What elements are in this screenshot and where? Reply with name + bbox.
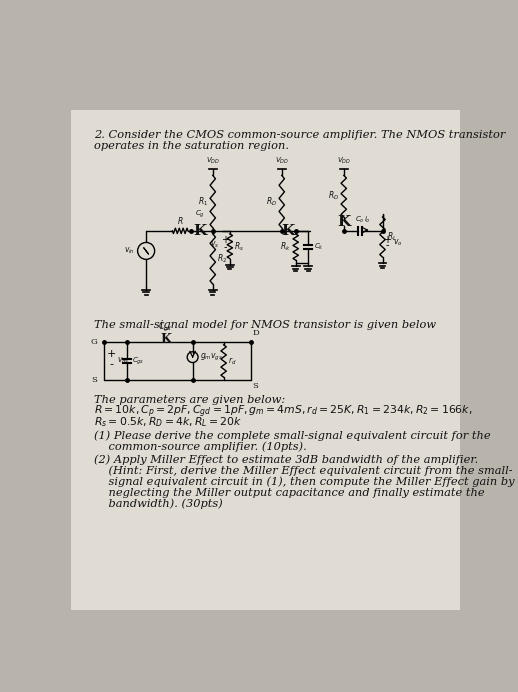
Text: K: K [194,224,207,238]
Text: $C_{gd}$: $C_{gd}$ [159,321,172,334]
Text: (2) Apply Miller Effect to estimate 3dB bandwidth of the amplifier.: (2) Apply Miller Effect to estimate 3dB … [94,455,479,466]
Text: $R_D$: $R_D$ [266,195,277,208]
Text: operates in the saturation region.: operates in the saturation region. [94,141,289,152]
Text: $R$: $R$ [177,215,183,226]
Text: $g_m v_{gs}$: $g_m v_{gs}$ [200,352,223,363]
Text: 2. Consider the CMOS common-source amplifier. The NMOS transistor: 2. Consider the CMOS common-source ampli… [94,131,506,140]
Text: $R_1$: $R_1$ [198,195,208,208]
Text: $R_k$: $R_k$ [280,241,291,253]
Text: -: - [223,242,227,253]
Text: $R=10k, C_p=2pF, C_{gd}=1pF, g_m=4mS, r_d=25K, R_1=234k, R_2=166k,$: $R=10k, C_p=2pF, C_{gd}=1pF, g_m=4mS, r_… [94,403,473,420]
Text: $r_d$: $r_d$ [228,355,237,367]
Text: $R_2$: $R_2$ [218,253,227,265]
Text: $R_s=0.5k, R_D=4k, R_L=20k$: $R_s=0.5k, R_D=4k, R_L=20k$ [94,416,242,430]
Text: $C_o$: $C_o$ [355,215,365,226]
Text: +: + [383,235,391,245]
Text: (Hint: First, derive the Miller Effect equivalent circuit from the small-: (Hint: First, derive the Miller Effect e… [94,466,513,476]
Text: neglecting the Miller output capacitance and finally estimate the: neglecting the Miller output capacitance… [94,488,485,498]
Text: $i_o$: $i_o$ [364,215,370,225]
Text: $R_L$: $R_L$ [387,231,397,244]
Text: The small-signal model for NMOS transistor is given below: The small-signal model for NMOS transist… [94,320,436,330]
Text: -: - [109,359,113,369]
Text: K: K [337,215,350,228]
Text: common-source amplifier. (10pts).: common-source amplifier. (10pts). [94,441,307,452]
Text: $v_s$: $v_s$ [210,239,219,250]
Text: $V_{DD}$: $V_{DD}$ [275,156,289,166]
Text: bandwidth). (30pts): bandwidth). (30pts) [94,498,223,509]
Text: G: G [91,338,97,346]
Text: -: - [385,240,389,250]
Text: S: S [91,376,97,384]
Text: +: + [221,235,229,245]
Text: $R_s$: $R_s$ [235,240,244,253]
Text: signal equivalent circuit in (1), then compute the Miller Effect gain by: signal equivalent circuit in (1), then c… [94,476,515,487]
FancyBboxPatch shape [71,110,460,610]
Text: $V_{DD}$: $V_{DD}$ [206,156,220,166]
Text: $v_{in}$: $v_{in}$ [124,246,135,256]
Text: $v_o$: $v_o$ [393,237,403,248]
Text: $C_{gs}$: $C_{gs}$ [132,355,145,367]
Text: $R_D$: $R_D$ [328,190,339,203]
Text: $v_{gs}$: $v_{gs}$ [118,356,130,367]
Text: S: S [252,383,258,390]
Text: (1) Please derive the complete small-signal equivalent circuit for the: (1) Please derive the complete small-sig… [94,430,491,441]
Text: $C_g$: $C_g$ [195,208,205,220]
Text: D: D [252,329,259,336]
Text: K: K [281,224,295,238]
Text: $C_k$: $C_k$ [313,242,323,252]
Text: +: + [107,349,116,359]
Text: K: K [160,333,171,346]
Text: The parameters are given below:: The parameters are given below: [94,394,285,405]
Text: $V_{DD}$: $V_{DD}$ [337,156,351,166]
